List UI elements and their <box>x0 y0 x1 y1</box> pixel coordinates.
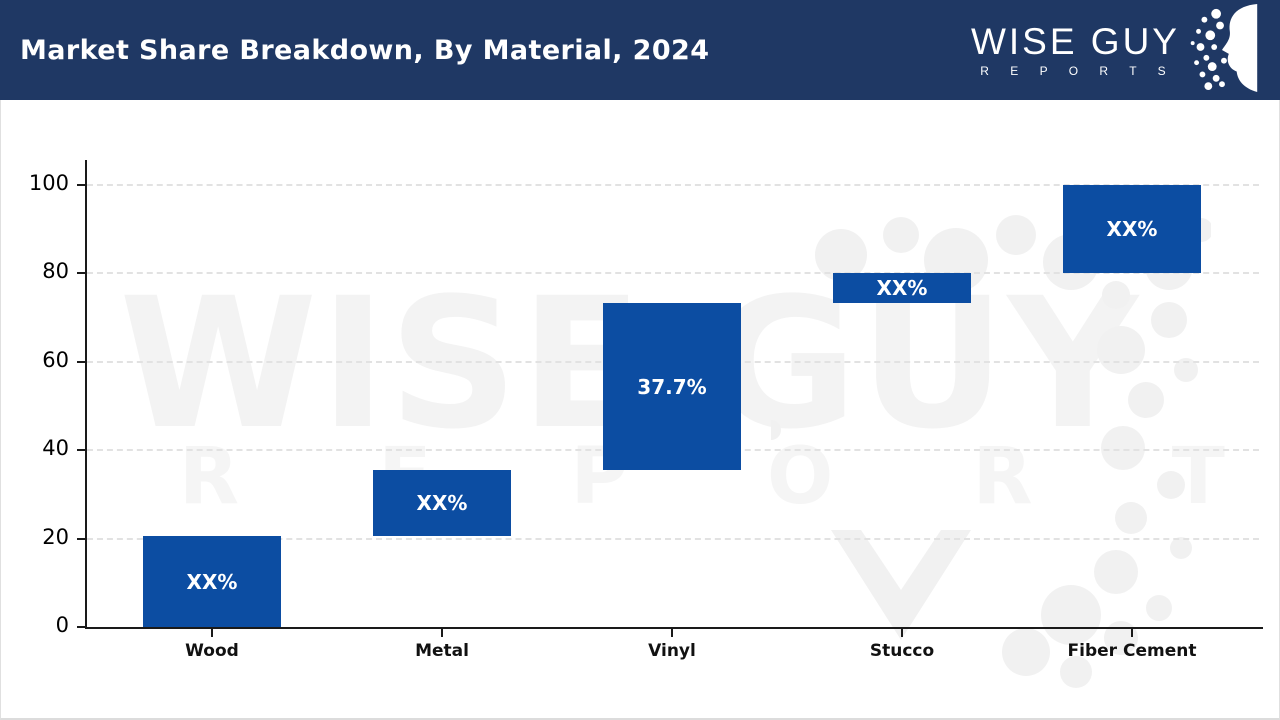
y-tick-mark <box>77 272 85 274</box>
y-tick-label: 0 <box>55 613 69 637</box>
y-tick-mark <box>77 538 85 540</box>
bar-value-label: 37.7% <box>637 374 707 399</box>
chart-area: 0 20 40 60 80 100 XX% Wood XX% Metal 37.7% Vinyl XX%… <box>1 100 1279 718</box>
wiseguy-logo: WISE GUY R E P O R T S <box>971 4 1258 96</box>
x-tick-mark <box>1131 629 1133 637</box>
y-tick-label: 20 <box>42 525 69 549</box>
y-tick-label: 80 <box>42 259 69 283</box>
logo-subtitle: R E P O R T S <box>980 63 1175 78</box>
gridline-80 <box>87 272 1259 274</box>
x-tick-label-stucco: Stucco <box>869 641 935 661</box>
y-tick-mark <box>77 361 85 363</box>
x-tick-label-vinyl: Vinyl <box>648 641 696 661</box>
gridline-20 <box>87 538 1259 540</box>
header-bar: Market Share Breakdown, By Material, 202… <box>0 0 1280 100</box>
y-tick-mark <box>77 626 85 628</box>
x-tick-mark <box>671 629 673 637</box>
x-tick-mark <box>901 629 903 637</box>
x-tick-mark <box>441 629 443 637</box>
y-tick-label: 60 <box>42 348 69 372</box>
chart-panel: WISE GUY R E P O R T S <box>0 100 1280 720</box>
page-title: Market Share Breakdown, By Material, 202… <box>20 34 710 66</box>
x-tick-label-metal: Metal <box>415 641 469 661</box>
bar-value-label: XX% <box>876 276 928 300</box>
bar-value-label: XX% <box>416 491 468 515</box>
logo-wordmark: WISE GUY <box>970 20 1180 62</box>
bar-value-label: XX% <box>186 569 238 594</box>
y-tick-mark <box>77 449 85 451</box>
bar-value-label: XX% <box>1106 217 1158 241</box>
y-axis-line <box>85 160 87 629</box>
gridline-100 <box>87 184 1259 186</box>
y-tick-mark <box>77 184 85 186</box>
wiseguy-face-logo-icon <box>1186 4 1258 96</box>
x-tick-mark <box>211 629 213 637</box>
bar-vinyl: 37.7% <box>603 303 741 470</box>
x-tick-label-wood: Wood <box>185 641 239 661</box>
x-axis-line <box>85 627 1263 629</box>
bar-metal: XX% <box>373 470 511 536</box>
bar-fiber-cement: XX% <box>1063 185 1201 273</box>
x-tick-label-fiber-cement: Fiber Cement <box>1067 641 1197 661</box>
bar-stucco: XX% <box>833 273 971 303</box>
y-tick-label: 100 <box>28 171 69 195</box>
wiseguy-logo-text: WISE GUY R E P O R T S <box>971 23 1180 78</box>
bar-wood: XX% <box>143 536 281 627</box>
y-tick-label: 40 <box>42 436 69 460</box>
